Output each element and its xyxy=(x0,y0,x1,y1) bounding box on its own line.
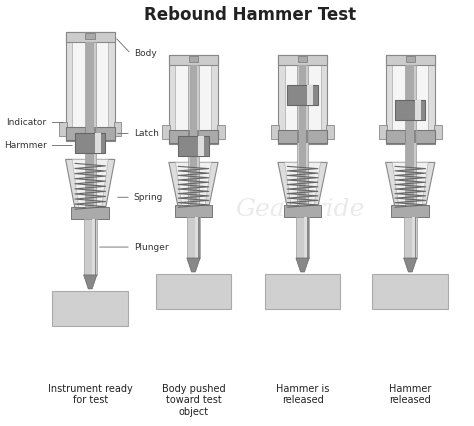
Bar xyxy=(386,55,435,65)
Text: Indicator: Indicator xyxy=(7,118,46,127)
Text: Hammer is
released: Hammer is released xyxy=(276,383,329,405)
Bar xyxy=(386,55,435,144)
Bar xyxy=(217,125,225,139)
Polygon shape xyxy=(386,162,435,217)
Bar xyxy=(178,136,209,156)
Bar xyxy=(395,100,425,120)
Text: Body: Body xyxy=(134,49,156,58)
Bar xyxy=(65,32,115,141)
Bar xyxy=(405,65,416,217)
Bar xyxy=(278,55,327,144)
Bar xyxy=(278,130,327,144)
Bar xyxy=(407,65,414,217)
Bar xyxy=(95,133,101,153)
Polygon shape xyxy=(65,159,115,219)
Bar xyxy=(405,130,416,144)
Text: Spring: Spring xyxy=(134,193,163,202)
Bar xyxy=(114,122,121,136)
Bar xyxy=(52,291,128,326)
Bar xyxy=(307,85,313,105)
Bar xyxy=(298,56,307,62)
Bar xyxy=(198,217,200,258)
Bar xyxy=(392,205,429,217)
Bar xyxy=(95,219,96,275)
Bar xyxy=(85,33,95,39)
Bar xyxy=(415,100,421,120)
Bar xyxy=(71,207,109,219)
Polygon shape xyxy=(175,162,211,213)
Bar xyxy=(287,85,318,105)
Bar xyxy=(373,274,448,309)
Bar xyxy=(188,130,199,144)
Bar xyxy=(434,125,441,139)
Bar xyxy=(169,55,218,65)
Bar xyxy=(175,59,211,142)
Polygon shape xyxy=(278,162,327,217)
Bar xyxy=(278,55,327,65)
Bar xyxy=(411,217,415,258)
Bar xyxy=(86,42,94,219)
Bar xyxy=(264,274,340,309)
Bar xyxy=(188,65,199,217)
Bar xyxy=(299,65,306,217)
Bar xyxy=(406,56,415,62)
Polygon shape xyxy=(83,275,97,289)
Bar xyxy=(415,217,417,258)
Bar xyxy=(83,219,97,275)
Bar xyxy=(169,55,218,144)
Text: GearPride: GearPride xyxy=(235,198,365,221)
Text: Body pushed
toward test
object: Body pushed toward test object xyxy=(162,383,225,417)
Bar xyxy=(326,125,334,139)
Bar xyxy=(195,217,198,258)
Bar xyxy=(91,219,95,275)
Bar xyxy=(198,136,204,156)
Bar xyxy=(189,56,198,62)
Bar xyxy=(155,274,231,309)
Bar xyxy=(190,65,197,217)
Bar xyxy=(84,42,96,219)
Bar xyxy=(169,130,218,144)
Text: Instrument ready
for test: Instrument ready for test xyxy=(48,383,133,405)
Bar xyxy=(174,205,212,217)
Bar xyxy=(65,32,115,42)
Bar xyxy=(187,217,200,258)
Polygon shape xyxy=(404,258,417,272)
Bar xyxy=(75,133,105,153)
Polygon shape xyxy=(72,159,108,215)
Text: Plunger: Plunger xyxy=(134,242,168,251)
Polygon shape xyxy=(169,162,218,217)
Bar xyxy=(284,59,320,142)
Text: Latch: Latch xyxy=(134,129,159,138)
Bar xyxy=(271,125,279,139)
Bar xyxy=(297,65,308,217)
Bar xyxy=(283,205,321,217)
Bar xyxy=(386,130,435,144)
Text: Rebound Hammer Test: Rebound Hammer Test xyxy=(144,6,356,24)
Polygon shape xyxy=(392,162,428,213)
Bar xyxy=(404,217,417,258)
Polygon shape xyxy=(187,258,200,272)
Bar xyxy=(65,127,115,141)
Bar xyxy=(392,59,428,142)
Text: Harmmer: Harmmer xyxy=(4,141,46,150)
Bar xyxy=(84,127,96,141)
Polygon shape xyxy=(284,162,320,213)
Bar xyxy=(307,217,309,258)
Bar xyxy=(379,125,387,139)
Bar xyxy=(296,217,309,258)
Polygon shape xyxy=(296,258,309,272)
Bar xyxy=(59,122,66,136)
Text: Hammer
released: Hammer released xyxy=(389,383,431,405)
Bar xyxy=(72,36,108,139)
Bar xyxy=(297,130,308,144)
Bar xyxy=(162,125,170,139)
Bar xyxy=(304,217,307,258)
